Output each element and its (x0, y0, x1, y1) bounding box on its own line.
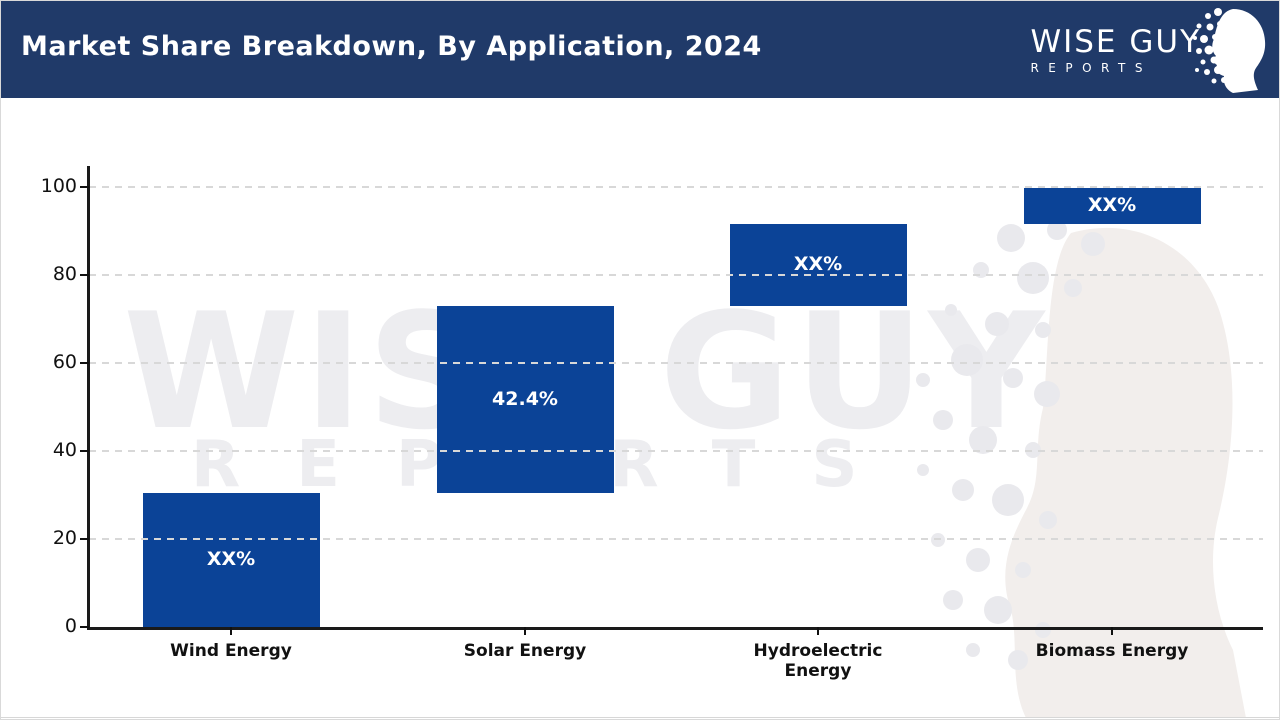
bar-solar-energy (436, 306, 614, 493)
gridline (89, 186, 1263, 188)
y-axis-line (87, 166, 90, 630)
x-axis-label-biomass-energy: Biomass Energy (1035, 641, 1189, 661)
y-axis-tick-label: 20 (52, 527, 77, 549)
logo-name: WISE GUY (1030, 23, 1201, 60)
wiseguy-logo: WISE GUY REPORTS (1030, 5, 1269, 95)
y-axis-tick-mark (80, 186, 89, 188)
bar-biomass-energy (1023, 188, 1201, 224)
x-axis-tick-mark (524, 627, 526, 635)
x-axis-label-solar-energy: Solar Energy (463, 641, 587, 661)
y-axis-tick-mark (80, 362, 89, 364)
chart-area: WISE GUY REPORTS (1, 98, 1279, 719)
y-axis-tick-label: 0 (64, 615, 77, 637)
footer-divider (1, 717, 1279, 718)
y-axis-tick-mark (80, 450, 89, 452)
x-axis-label-wind-energy: Wind Energy (170, 641, 292, 661)
y-axis-tick-label: 60 (52, 351, 77, 373)
bar-value-label-wind-energy: XX% (206, 548, 256, 571)
bar-value-label-biomass-energy: XX% (1087, 194, 1137, 217)
x-axis-label-hydroelectric-energy: Hydroelectric Energy (753, 641, 883, 681)
y-axis-tick-mark (80, 626, 89, 628)
bar-value-label-solar-energy: 42.4% (492, 387, 558, 410)
logo-text: WISE GUY REPORTS (1030, 26, 1201, 75)
y-axis-tick-label: 100 (40, 175, 77, 197)
y-axis-tick-label: 40 (52, 439, 77, 461)
y-axis-tick-label: 80 (52, 263, 77, 285)
gridline (89, 362, 1263, 364)
gridline (89, 450, 1263, 452)
x-axis-tick-mark (1111, 627, 1113, 635)
gridline (89, 538, 1263, 540)
wiseguy-face-icon (1193, 8, 1266, 93)
y-axis-tick-mark (80, 274, 89, 276)
x-axis-tick-mark (230, 627, 232, 635)
page-title: Market Share Breakdown, By Application, … (21, 31, 762, 62)
gridline (89, 274, 1263, 276)
header-bar: Market Share Breakdown, By Application, … (1, 1, 1279, 98)
logo-sub: REPORTS (1030, 60, 1152, 75)
bar-hydroelectric-energy (729, 224, 907, 306)
bar-wind-energy (142, 493, 320, 627)
x-axis-tick-mark (817, 627, 819, 635)
x-axis-line (87, 627, 1263, 630)
y-axis-tick-mark (80, 538, 89, 540)
bar-value-label-hydroelectric-energy: XX% (793, 253, 843, 276)
